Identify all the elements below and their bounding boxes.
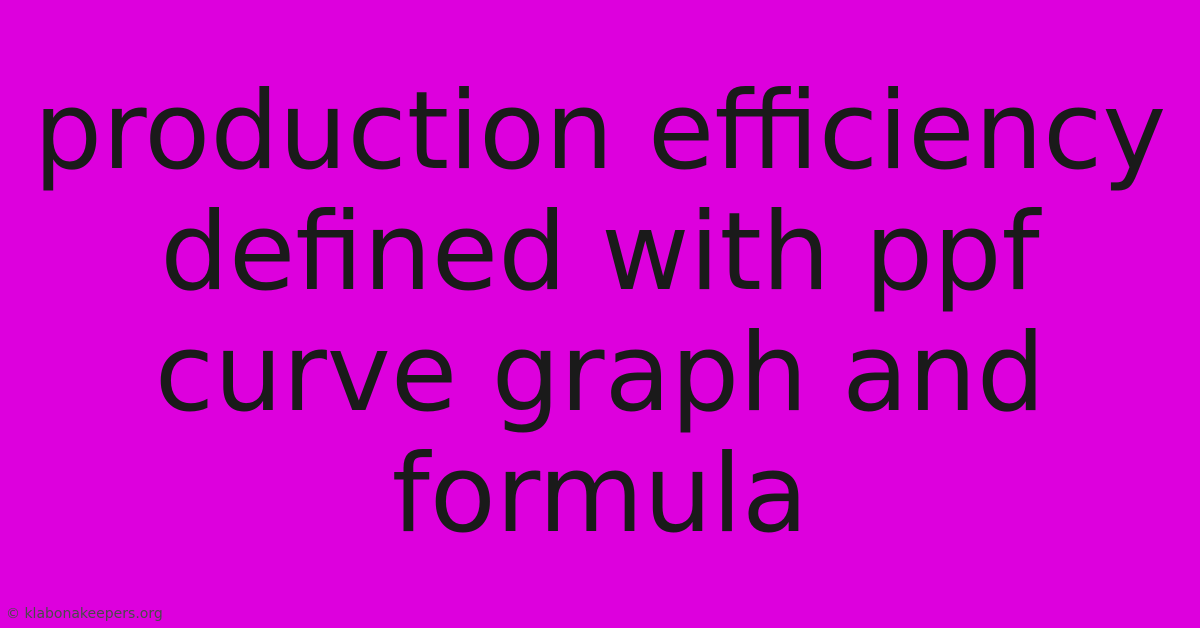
image-stage: production efficiency defined with ppf c… <box>0 0 1200 628</box>
attribution-text: © klabonakeepers.org <box>6 606 163 622</box>
main-title: production efficiency defined with ppf c… <box>0 72 1200 556</box>
